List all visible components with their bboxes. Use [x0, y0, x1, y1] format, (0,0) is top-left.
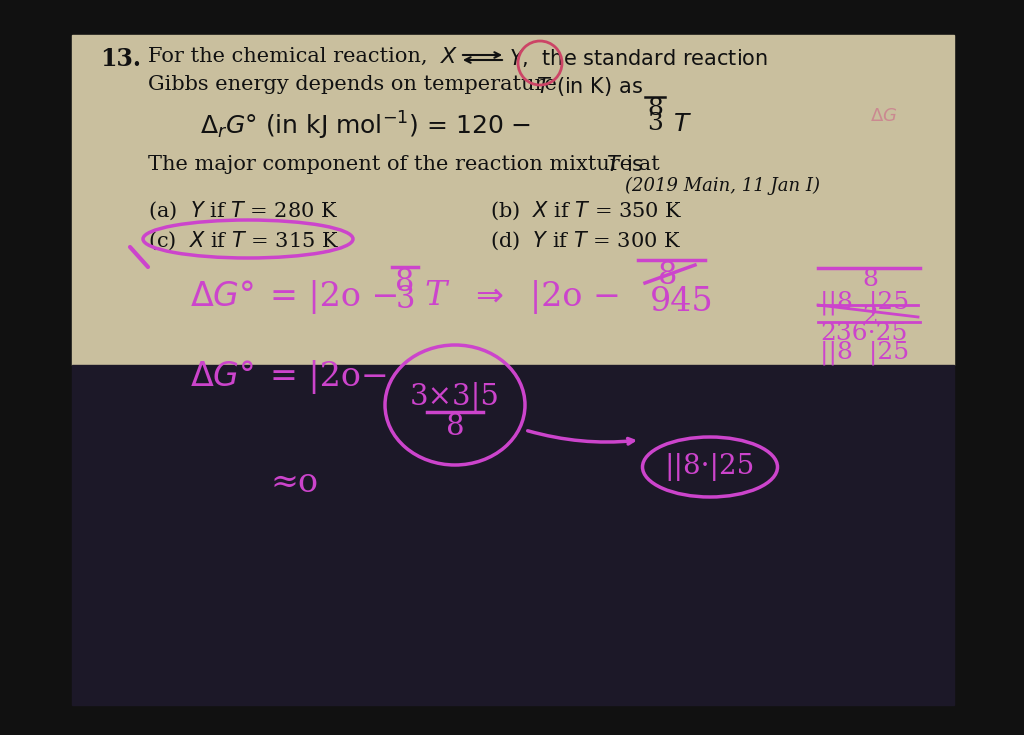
Text: (a)  $\mathit{Y}$ if $\mathit{T}$ = 280 K: (a) $\mathit{Y}$ if $\mathit{T}$ = 280 K	[148, 200, 338, 223]
Text: 3: 3	[647, 112, 663, 135]
Text: (2019 Main, 11 Jan I): (2019 Main, 11 Jan I)	[625, 177, 820, 196]
Bar	[72, 35, 954, 365]
Bar	[72, 365, 954, 705]
Text: $\Delta G°$: $\Delta G°$	[190, 360, 254, 393]
Text: For the chemical reaction,: For the chemical reaction,	[148, 47, 427, 66]
Text: = |2o −: = |2o −	[270, 280, 399, 314]
Text: ||8  |25: ||8 |25	[820, 340, 909, 365]
Text: 236·25: 236·25	[820, 322, 907, 345]
Text: ||8·|25: ||8·|25	[665, 453, 755, 481]
Text: |2o −: |2o −	[530, 280, 621, 314]
Text: 8: 8	[862, 268, 878, 291]
Text: 2: 2	[862, 305, 878, 328]
Text: 8: 8	[395, 267, 415, 298]
Text: 945: 945	[650, 286, 714, 318]
Text: 8: 8	[445, 413, 464, 441]
Text: ⇒: ⇒	[475, 280, 503, 313]
Text: ||8  |25: ||8 |25	[820, 290, 909, 315]
Text: 3: 3	[395, 284, 415, 315]
Text: (b)  $\mathit{X}$ if $\mathit{T}$ = 350 K: (b) $\mathit{X}$ if $\mathit{T}$ = 350 K	[490, 200, 683, 223]
Text: $\Delta G°$: $\Delta G°$	[190, 280, 254, 313]
Text: Gibbs energy depends on temperature: Gibbs energy depends on temperature	[148, 75, 557, 94]
Text: The major component of the reaction mixture at: The major component of the reaction mixt…	[148, 155, 659, 174]
Text: (c)  $\mathit{X}$ if $\mathit{T}$ = 315 K: (c) $\mathit{X}$ if $\mathit{T}$ = 315 K	[148, 230, 339, 252]
Text: 3×3|5: 3×3|5	[410, 382, 500, 412]
Text: $\mathit{T}$: $\mathit{T}$	[673, 112, 692, 136]
Text: 8: 8	[647, 97, 663, 120]
Text: T: T	[424, 280, 446, 312]
Text: 13.: 13.	[100, 47, 141, 71]
Text: ≈o: ≈o	[270, 467, 318, 499]
Text: $\mathit{Y}$,  the standard reaction: $\mathit{Y}$, the standard reaction	[509, 47, 768, 69]
Text: = |2o−: = |2o−	[270, 360, 389, 394]
Text: $\Delta_r G°$ (in kJ mol$^{-1}$) = 120 $-$: $\Delta_r G°$ (in kJ mol$^{-1}$) = 120 $…	[200, 110, 531, 142]
Text: $\mathit{T}$ (in K) as: $\mathit{T}$ (in K) as	[530, 75, 643, 98]
Text: $\mathit{X}$: $\mathit{X}$	[440, 47, 459, 67]
Text: 8: 8	[658, 260, 678, 291]
Text: $\mathit{T}$ is: $\mathit{T}$ is	[600, 155, 644, 175]
Text: (d)  $\mathit{Y}$ if $\mathit{T}$ = 300 K: (d) $\mathit{Y}$ if $\mathit{T}$ = 300 K	[490, 230, 681, 252]
Text: $\Delta G$: $\Delta G$	[870, 107, 897, 125]
